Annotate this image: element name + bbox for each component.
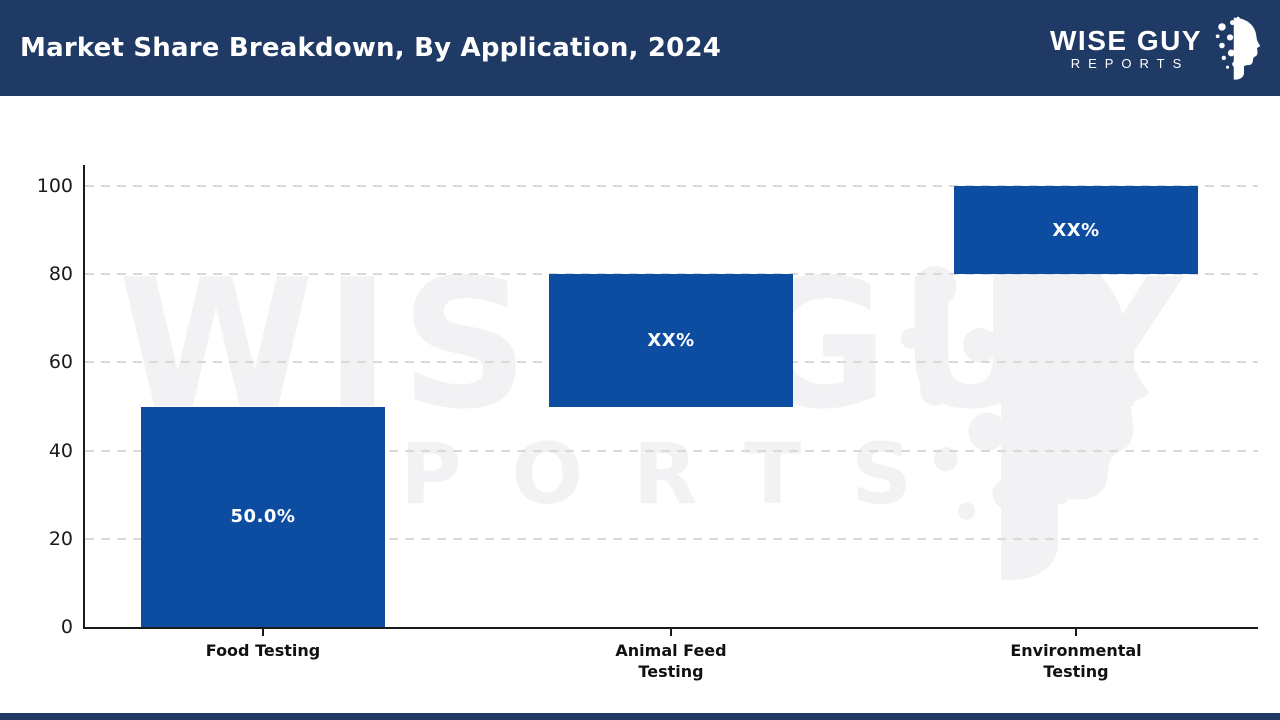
y-tick-label: 80 bbox=[48, 263, 73, 286]
bar-value-label: 50.0% bbox=[230, 506, 296, 528]
bar: XX% bbox=[954, 186, 1198, 275]
chart-area: WISE GUY REPORTS 0 20 40 60 80 100 50.0% XX% XX%… bbox=[0, 96, 1280, 713]
x-tick-label: Food Testing bbox=[133, 640, 393, 661]
bar-value-label: XX% bbox=[1052, 219, 1100, 241]
wiseguy-logo: WISE GUY REPORTS bbox=[1050, 8, 1266, 88]
logo-subtext: REPORTS bbox=[1070, 56, 1190, 71]
x-tick bbox=[262, 629, 264, 636]
x-tick bbox=[670, 629, 672, 636]
page-title: Market Share Breakdown, By Application, … bbox=[20, 33, 722, 63]
y-tick-label: 100 bbox=[36, 175, 73, 197]
header-banner: Market Share Breakdown, By Application, … bbox=[0, 0, 1280, 96]
bar: 50.0% bbox=[141, 406, 385, 627]
x-tick-label-line: Testing bbox=[638, 662, 704, 681]
plot-area: 0 20 40 60 80 100 50.0% XX% XX% Food Testing Anima… bbox=[37, 165, 1258, 681]
x-tick-label: Environmental Testing bbox=[946, 640, 1206, 682]
dotted-head-icon bbox=[1215, 16, 1261, 80]
x-tick-label-line: Food Testing bbox=[205, 641, 321, 660]
x-tick-label: Animal Feed Testing bbox=[541, 640, 801, 682]
y-tick-label: 0 bbox=[60, 616, 73, 638]
gridline-y-40 bbox=[85, 449, 1258, 452]
x-tick bbox=[1075, 629, 1077, 636]
bar: XX% bbox=[549, 274, 793, 407]
logo-wordmark: WISE GUY bbox=[1049, 25, 1202, 56]
gridline-y-100 bbox=[85, 185, 1258, 187]
x-tick-label-line: Animal Feed bbox=[615, 641, 727, 660]
y-tick-label: 40 bbox=[48, 439, 73, 462]
logo-text: WISE GUY REPORTS bbox=[1050, 26, 1202, 72]
y-tick-label: 60 bbox=[48, 351, 73, 374]
footer-bar bbox=[0, 713, 1280, 720]
x-tick-label-line: Environmental bbox=[1010, 641, 1142, 660]
bar-value-label: XX% bbox=[647, 329, 695, 351]
gridline-y-20 bbox=[85, 537, 1258, 540]
x-tick-label-line: Testing bbox=[1043, 662, 1109, 681]
y-tick-label: 20 bbox=[48, 527, 73, 550]
